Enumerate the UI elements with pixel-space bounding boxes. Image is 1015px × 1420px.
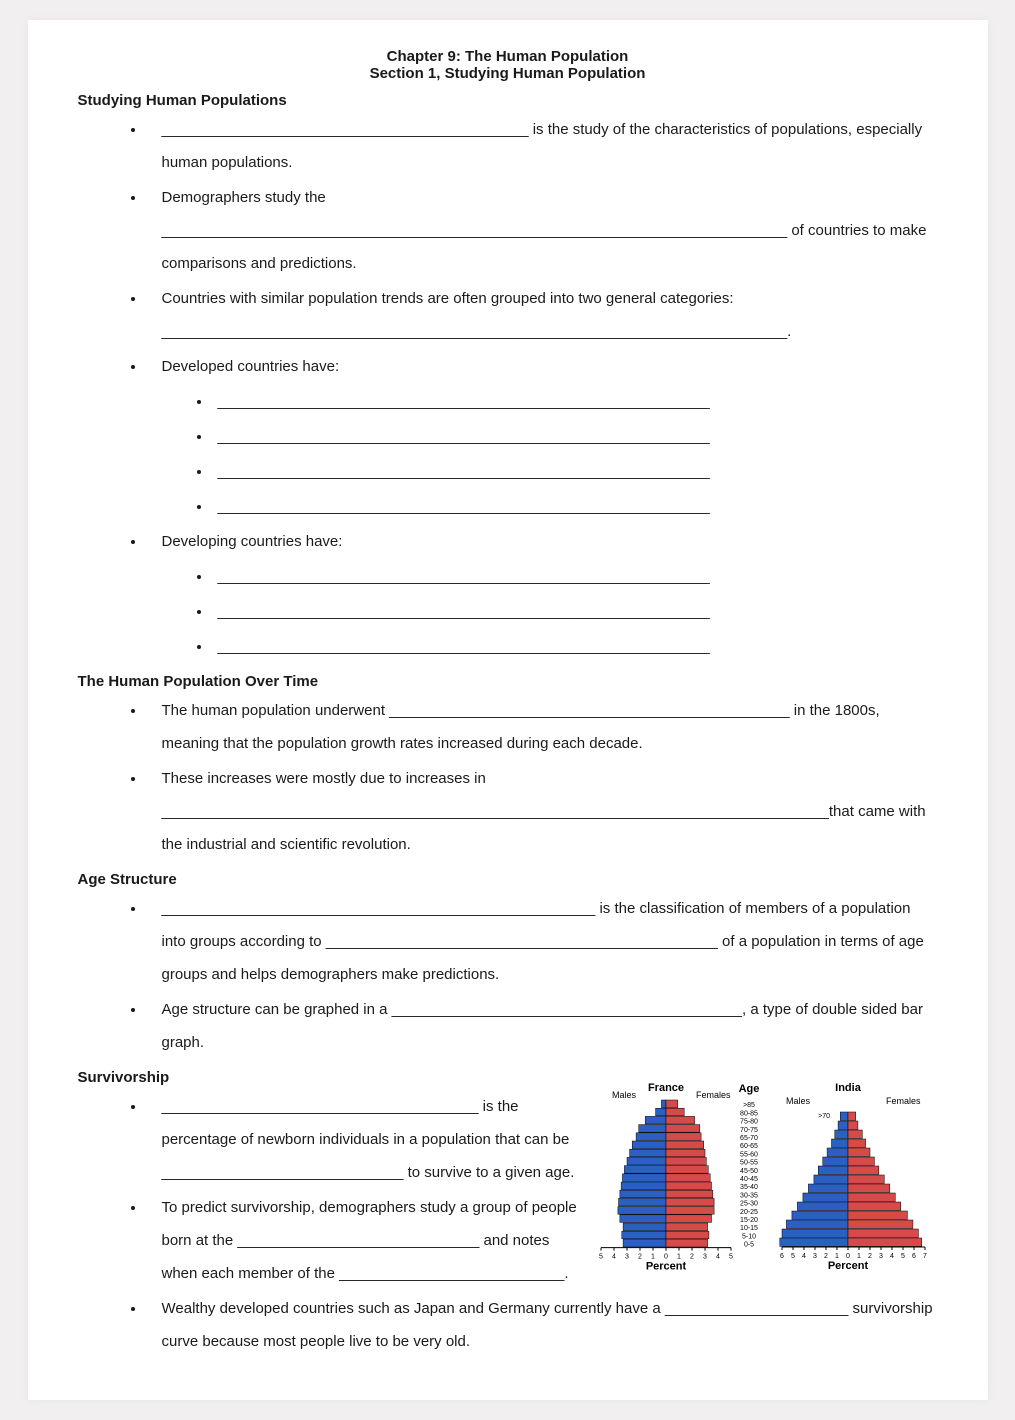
bullet-item: Developed countries have: ______________… bbox=[146, 350, 938, 523]
sub-bullet-item: ________________________________________… bbox=[212, 455, 938, 488]
svg-text:7: 7 bbox=[923, 1253, 927, 1260]
sub-bullet-item: ________________________________________… bbox=[212, 595, 938, 628]
svg-text:3: 3 bbox=[625, 1254, 629, 1261]
svg-text:75-80: 75-80 bbox=[740, 1119, 758, 1126]
svg-text:70-75: 70-75 bbox=[740, 1127, 758, 1134]
bullet-item: Age structure can be graphed in a ______… bbox=[146, 993, 938, 1059]
svg-text:Females: Females bbox=[696, 1090, 731, 1100]
sub-bullet-item: ________________________________________… bbox=[212, 630, 938, 663]
bullet-text: Developing countries have: bbox=[162, 533, 343, 550]
bullet-item: The human population underwent _________… bbox=[146, 694, 938, 760]
svg-text:2: 2 bbox=[824, 1253, 828, 1260]
svg-text:3: 3 bbox=[703, 1254, 707, 1261]
sub-bullet-item: ________________________________________… bbox=[212, 490, 938, 523]
svg-text:Males: Males bbox=[611, 1090, 636, 1100]
bullet-list: The human population underwent _________… bbox=[118, 694, 938, 861]
sub-bullet-item: ________________________________________… bbox=[212, 560, 938, 593]
svg-text:Percent: Percent bbox=[827, 1260, 868, 1272]
sub-bullet-list: ________________________________________… bbox=[192, 385, 938, 523]
svg-text:3: 3 bbox=[813, 1253, 817, 1260]
svg-text:India: India bbox=[835, 1082, 862, 1094]
svg-text:Percent: Percent bbox=[645, 1261, 686, 1272]
chapter-title: Chapter 9: The Human Population bbox=[78, 48, 938, 65]
sub-bullet-item: ________________________________________… bbox=[212, 420, 938, 453]
svg-text:40-45: 40-45 bbox=[740, 1176, 758, 1183]
svg-text:5: 5 bbox=[599, 1254, 603, 1261]
svg-text:2: 2 bbox=[690, 1254, 694, 1261]
bullet-list: ________________________________________… bbox=[118, 113, 938, 663]
svg-text:Age: Age bbox=[738, 1083, 759, 1095]
bullet-item: These increases were mostly due to incre… bbox=[146, 762, 938, 861]
svg-text:4: 4 bbox=[890, 1253, 894, 1260]
svg-text:France: France bbox=[647, 1082, 683, 1094]
bullet-item: ________________________________________… bbox=[146, 892, 938, 991]
bullet-item: Countries with similar population trends… bbox=[146, 282, 938, 348]
svg-text:6: 6 bbox=[780, 1253, 784, 1260]
svg-text:0-5: 0-5 bbox=[743, 1242, 753, 1249]
svg-text:50-55: 50-55 bbox=[740, 1160, 758, 1167]
svg-text:2: 2 bbox=[868, 1253, 872, 1260]
bullet-item: Demographers study the _________________… bbox=[146, 181, 938, 280]
svg-text:10-15: 10-15 bbox=[740, 1225, 758, 1232]
svg-text:6: 6 bbox=[912, 1253, 916, 1260]
svg-text:20-25: 20-25 bbox=[740, 1209, 758, 1216]
svg-text:3: 3 bbox=[879, 1253, 883, 1260]
population-pyramid-figure: FranceMalesFemales01122334455PercentAge>… bbox=[588, 1082, 938, 1276]
svg-text:Females: Females bbox=[886, 1096, 921, 1106]
svg-text:80-85: 80-85 bbox=[740, 1110, 758, 1117]
svg-text:5: 5 bbox=[729, 1254, 733, 1261]
svg-text:1: 1 bbox=[857, 1253, 861, 1260]
svg-text:5: 5 bbox=[901, 1253, 905, 1260]
svg-text:0: 0 bbox=[846, 1253, 850, 1260]
svg-text:4: 4 bbox=[716, 1254, 720, 1261]
svg-text:1: 1 bbox=[677, 1254, 681, 1261]
svg-text:4: 4 bbox=[802, 1253, 806, 1260]
svg-text:5: 5 bbox=[791, 1253, 795, 1260]
svg-text:Males: Males bbox=[785, 1096, 810, 1106]
svg-text:60-65: 60-65 bbox=[740, 1143, 758, 1150]
sub-bullet-list: ________________________________________… bbox=[192, 560, 938, 663]
svg-text:2: 2 bbox=[638, 1254, 642, 1261]
svg-text:25-30: 25-30 bbox=[740, 1201, 758, 1208]
section-title: Section 1, Studying Human Population bbox=[78, 65, 938, 82]
svg-text:55-60: 55-60 bbox=[740, 1151, 758, 1158]
svg-text:15-20: 15-20 bbox=[740, 1217, 758, 1224]
svg-text:0: 0 bbox=[664, 1254, 668, 1261]
bullet-item: Developing countries have: _____________… bbox=[146, 525, 938, 663]
section-heading-agestructure: Age Structure bbox=[78, 871, 938, 888]
svg-text:5-10: 5-10 bbox=[741, 1233, 755, 1240]
svg-text:45-50: 45-50 bbox=[740, 1168, 758, 1175]
svg-text:1: 1 bbox=[651, 1254, 655, 1261]
bullet-list: ________________________________________… bbox=[118, 892, 938, 1059]
pyramid-svg: FranceMalesFemales01122334455PercentAge>… bbox=[588, 1082, 938, 1272]
svg-text:4: 4 bbox=[612, 1254, 616, 1261]
worksheet-page: Chapter 9: The Human Population Section … bbox=[28, 20, 988, 1400]
bullet-item: Wealthy developed countries such as Japa… bbox=[146, 1292, 938, 1358]
section-heading-studying: Studying Human Populations bbox=[78, 92, 938, 109]
bullet-text: Developed countries have: bbox=[162, 358, 340, 375]
sub-bullet-item: ________________________________________… bbox=[212, 385, 938, 418]
bullet-item: ________________________________________… bbox=[146, 113, 938, 179]
svg-text:1: 1 bbox=[835, 1253, 839, 1260]
svg-text:65-70: 65-70 bbox=[740, 1135, 758, 1142]
svg-text:35-40: 35-40 bbox=[740, 1184, 758, 1191]
svg-text:30-35: 30-35 bbox=[740, 1192, 758, 1199]
svg-text:>85: >85 bbox=[743, 1102, 755, 1109]
svg-text:>70: >70 bbox=[818, 1113, 830, 1120]
section-heading-overtime: The Human Population Over Time bbox=[78, 673, 938, 690]
